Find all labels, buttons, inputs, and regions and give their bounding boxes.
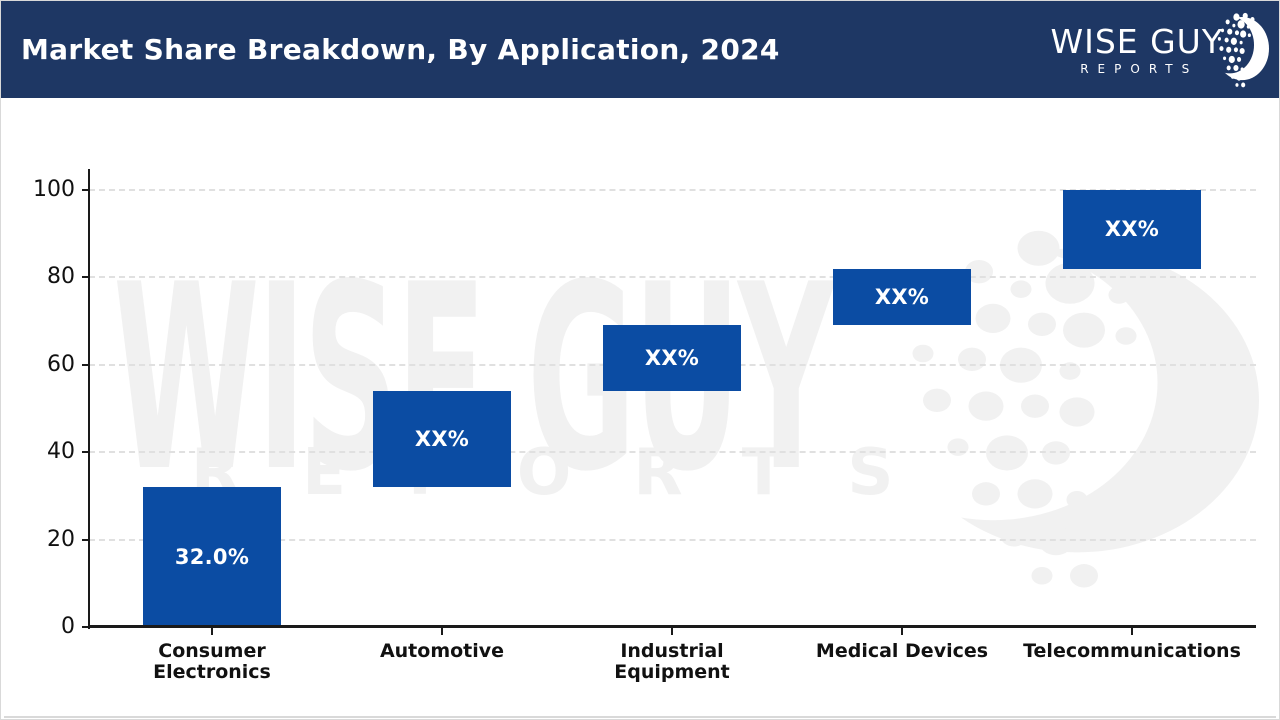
y-axis-spine [88,169,90,629]
bar-1: 32.0% [143,487,281,627]
y-tick-20 [82,538,89,541]
category-label-line: Telecommunications [1023,640,1241,662]
y-tick-label-100: 100 [33,177,75,202]
x-tick-2 [441,628,443,635]
footer-divider [4,716,1276,718]
logo-wordmark: WISE GUY [1050,22,1223,61]
category-label-line: Consumer [158,640,266,662]
bar-3: XX% [603,325,741,392]
y-tick-40 [82,451,89,454]
y-tick-label-0: 0 [61,614,75,639]
y-tick-0 [82,626,89,628]
x-axis-spine [88,625,1256,628]
bar-2: XX% [373,391,511,488]
x-tick-3 [671,628,673,635]
category-label: Medical Devices [786,641,1018,662]
category-label-line: Automotive [379,640,505,662]
y-tick-label-60: 60 [47,351,75,377]
category-label-line: Industrial [620,640,724,662]
category-label-line: Equipment [614,661,730,683]
y-tick-60 [82,363,89,366]
category-label-line: Electronics [153,661,271,683]
bar-value-label: 32.0% [174,545,250,570]
logo-text: WISE GUY REPORTS [1050,25,1223,76]
gridline-100 [89,189,1256,191]
y-tick-100 [82,189,89,191]
bar-value-label: XX% [874,285,930,310]
logo-subtitle: REPORTS [1080,62,1199,76]
category-label: Consumer Electronics [96,641,328,683]
y-tick-label-80: 80 [47,264,75,290]
category-label: Telecommunications [1016,641,1248,662]
x-tick-5 [1131,628,1133,635]
y-tick-label-40: 40 [47,439,75,465]
page-title: Market Share Breakdown, By Application, … [21,33,780,66]
y-tick-80 [82,276,89,279]
category-label: Industrial Equipment [556,641,788,683]
x-tick-4 [901,628,903,635]
bar-value-label: XX% [414,427,470,452]
head-icon [1207,11,1269,91]
gridline-40 [89,451,1256,454]
bar-value-label: XX% [644,346,700,371]
bar-4: XX% [833,268,971,326]
gridline-80 [89,276,1256,279]
header: Market Share Breakdown, By Application, … [1,1,1279,98]
x-tick-1 [211,628,213,635]
wise-guy-logo: WISE GUY REPORTS [1050,11,1269,91]
category-label: Automotive [326,641,558,662]
y-tick-label-20: 20 [47,526,75,552]
bar-5: XX% [1063,190,1201,269]
category-label-line: Medical Devices [815,640,989,662]
bar-value-label: XX% [1104,217,1160,242]
gridline-20 [89,538,1256,541]
